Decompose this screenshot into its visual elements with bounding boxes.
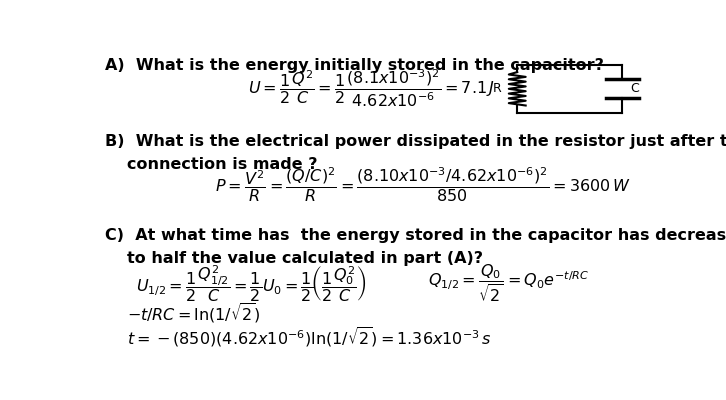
Text: to half the value calculated in part (A)?: to half the value calculated in part (A)… (127, 251, 484, 266)
Text: B)  What is the electrical power dissipated in the resistor just after the: B) What is the electrical power dissipat… (105, 134, 726, 149)
Text: $Q_{1/2} = \dfrac{Q_0}{\sqrt{2}} = Q_0 e^{-t/RC}$: $Q_{1/2} = \dfrac{Q_0}{\sqrt{2}} = Q_0 e… (428, 263, 590, 304)
Text: R: R (493, 82, 502, 95)
Text: $P = \dfrac{V^2}{R} = \dfrac{(Q/C)^2}{R} = \dfrac{(8.10x10^{-3}/4.62x10^{-6})^2}: $P = \dfrac{V^2}{R} = \dfrac{(Q/C)^2}{R}… (215, 166, 630, 204)
Text: C)  At what time has  the energy stored in the capacitor has decreased: C) At what time has the energy stored in… (105, 228, 726, 243)
Text: $U_{1/2} = \dfrac{1}{2}\dfrac{Q_{1/2}^2}{C} = \dfrac{1}{2}U_0 = \dfrac{1}{2}\!\l: $U_{1/2} = \dfrac{1}{2}\dfrac{Q_{1/2}^2}… (136, 263, 367, 304)
Text: $-t/RC = \ln(1/\sqrt{2})$: $-t/RC = \ln(1/\sqrt{2})$ (127, 301, 261, 325)
Text: $U = \dfrac{1}{2}\dfrac{Q^2}{C} = \dfrac{1}{2}\dfrac{(8.1x10^{-3})^2}{4.62x10^{-: $U = \dfrac{1}{2}\dfrac{Q^2}{C} = \dfrac… (248, 67, 496, 109)
Text: C: C (629, 82, 639, 95)
Text: $t = -(850)(4.62x10^{-6})\ln(1/\sqrt{2}) = 1.36x10^{-3}\, s$: $t = -(850)(4.62x10^{-6})\ln(1/\sqrt{2})… (127, 325, 492, 349)
Text: A)  What is the energy initially stored in the capacitor?: A) What is the energy initially stored i… (105, 58, 604, 73)
Text: connection is made ?: connection is made ? (127, 157, 318, 172)
